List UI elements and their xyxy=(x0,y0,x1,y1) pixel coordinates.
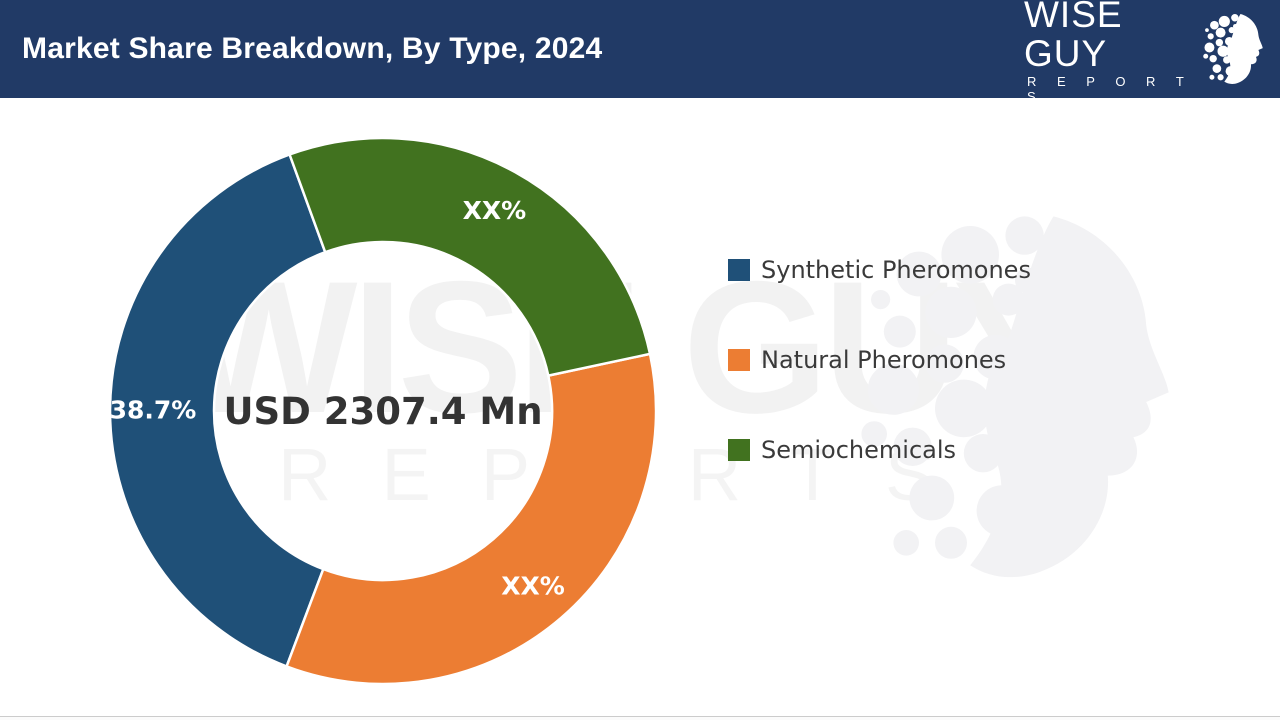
brand-text: WISE GUY R E P O R T S xyxy=(1024,0,1206,104)
chart-center-value: USD 2307.4 Mn xyxy=(223,390,542,433)
legend-label: Natural Pheromones xyxy=(761,346,1007,374)
page-title: Market Share Breakdown, By Type, 2024 xyxy=(22,32,603,65)
slice-label-2: XX% xyxy=(501,571,565,600)
legend-item-semiochemicals: Semiochemicals xyxy=(728,436,1031,464)
donut-slice-natural-pheromones xyxy=(285,352,658,686)
legend-swatch xyxy=(728,259,750,281)
donut-slice-synthetic-pheromones xyxy=(108,153,327,668)
legend-label: Synthetic Pheromones xyxy=(761,256,1031,284)
brand-logo: WISE GUY R E P O R T S xyxy=(1024,0,1264,104)
legend-swatch xyxy=(728,439,750,461)
legend-swatch xyxy=(728,349,750,371)
legend-item-natural-pheromones: Natural Pheromones xyxy=(728,346,1031,374)
legend-label: Semiochemicals xyxy=(761,436,957,464)
brand-name: WISE GUY xyxy=(1024,0,1123,74)
chart-legend: Synthetic Pheromones Natural Pheromones Se… xyxy=(728,256,1031,464)
slice-label-3: XX% xyxy=(463,196,527,225)
footer-divider xyxy=(0,716,1280,720)
slice-label-1: 38.7% xyxy=(110,396,197,425)
donut-slice-semiochemicals xyxy=(288,136,652,377)
donut-chart: USD 2307.4 Mn 38.7% XX% XX% xyxy=(108,136,658,686)
header-bar: Market Share Breakdown, By Type, 2024 WI… xyxy=(0,0,1280,104)
brand-subtitle: R E P O R T S xyxy=(1027,74,1193,105)
legend-item-synthetic-pheromones: Synthetic Pheromones xyxy=(728,256,1031,284)
wiseguy-face-icon xyxy=(1203,14,1263,84)
